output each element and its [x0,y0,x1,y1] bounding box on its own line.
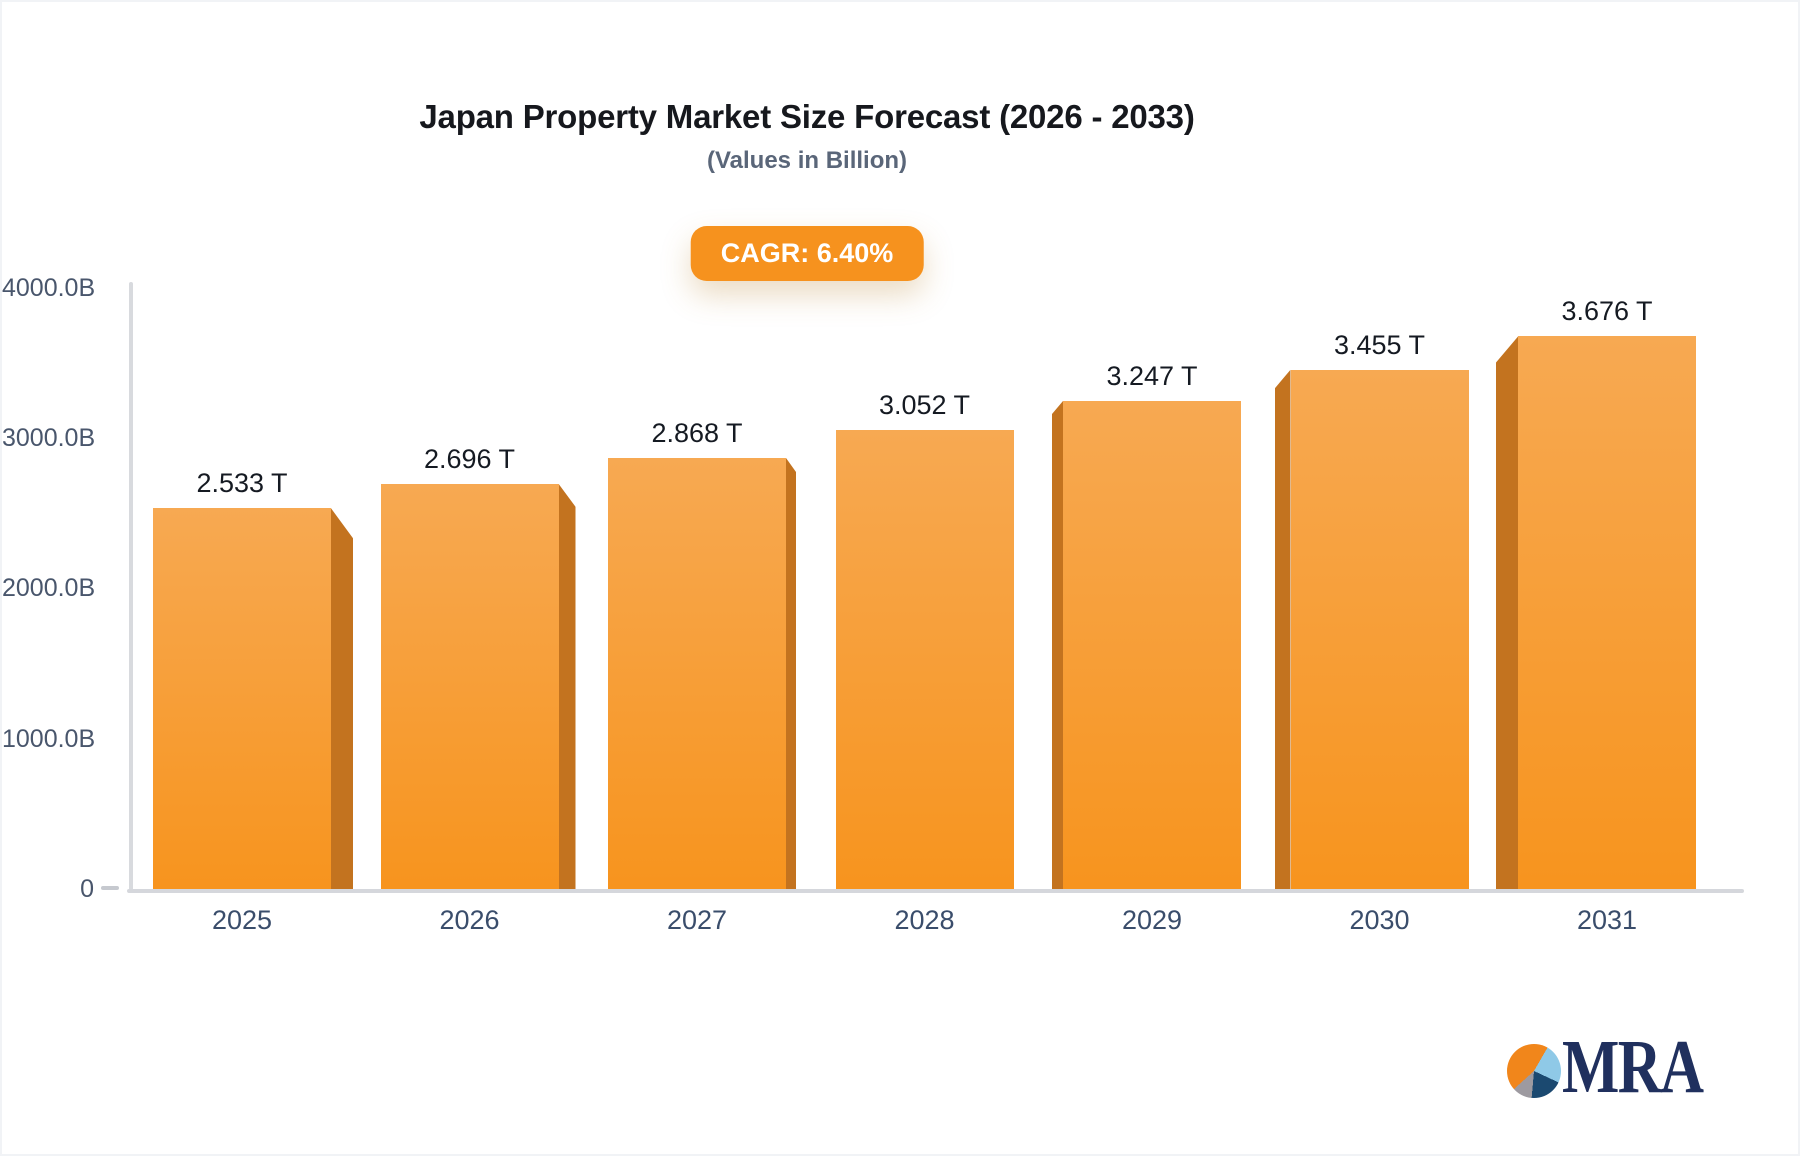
bar-value-label: 2.868 T [651,417,743,448]
y-axis-line [129,282,133,893]
bar-value-label: 3.676 T [1561,296,1653,327]
x-axis-tick-label: 2030 [1349,905,1410,935]
bar-side-face [1496,336,1518,889]
bar-2028[interactable] [835,430,1014,889]
bar-side-face [1274,369,1291,889]
bar-front-face [1518,336,1696,889]
bar-front-face [608,457,786,889]
bar-2029[interactable] [1052,400,1241,889]
bar-side-face [331,508,353,889]
x-axis-tick-label: 2031 [1576,905,1638,935]
cagr-badge: CAGR: 6.40% [690,226,924,281]
mra-logo: MRA [1507,1029,1738,1105]
bar-side-face [558,483,576,889]
bar-value-label: 3.247 T [1106,360,1198,391]
bar-side-face [1052,400,1063,889]
bar-value-label: 3.455 T [1333,329,1426,360]
bar-2030[interactable] [1274,369,1469,889]
mra-pie-icon [1507,1044,1561,1098]
bar-2027[interactable] [608,457,796,889]
x-axis-tick-label: 2027 [666,905,728,935]
x-axis-tick-label: 2026 [439,905,500,935]
bar-value-label: 2.696 T [423,443,516,474]
x-axis-tick-label: 2028 [894,905,955,935]
chart-header: Japan Property Market Size Forecast (202… [419,98,1194,175]
bar-2026[interactable] [380,483,576,889]
y-axis-tick-label: 4000.0B [2,273,96,302]
chart-subtitle: (Values in Billion) [706,147,908,174]
bar-front-face [153,508,331,889]
mra-logo-text: MRA [1562,1025,1704,1109]
bar-side-face [786,457,796,889]
bar-front-face [835,430,1014,889]
bar-value-label: 3.052 T [878,390,971,421]
bar-front-face [1290,369,1469,889]
x-axis-baseline [127,889,1744,893]
bar-front-face [1063,400,1241,889]
chart-title: Japan Property Market Size Forecast (202… [419,98,1195,135]
y-axis-tick-label: 0 [80,875,94,903]
x-axis-tick-label: 2029 [1121,905,1183,935]
bar-2025[interactable] [153,508,353,889]
x-axis-tick-label: 2025 [211,905,273,935]
bar-front-face [380,483,559,889]
y-axis-tick-label: 2000.0B [2,574,96,603]
y-axis-tick-label: 3000.0B [2,424,96,453]
bar-2031[interactable] [1496,336,1696,889]
zero-tick-mark [101,886,119,890]
y-axis-tick-label: 1000.0B [2,724,96,753]
bar-value-label: 2.533 T [196,468,288,499]
